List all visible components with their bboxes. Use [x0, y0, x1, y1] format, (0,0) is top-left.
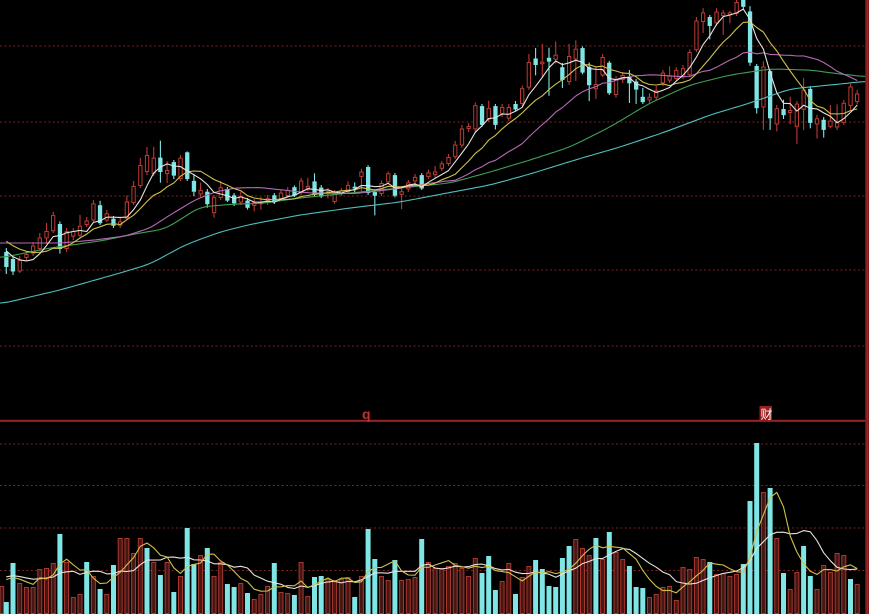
svg-text:财: 财: [761, 408, 773, 422]
svg-text:q: q: [362, 406, 371, 422]
